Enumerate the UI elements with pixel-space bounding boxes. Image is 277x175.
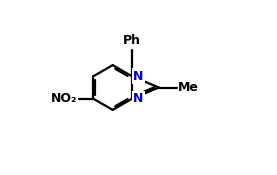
- Text: Ph: Ph: [123, 34, 141, 47]
- Text: N: N: [133, 92, 143, 105]
- Text: N: N: [133, 70, 143, 83]
- Text: Me: Me: [178, 81, 199, 94]
- Text: NO₂: NO₂: [51, 92, 77, 105]
